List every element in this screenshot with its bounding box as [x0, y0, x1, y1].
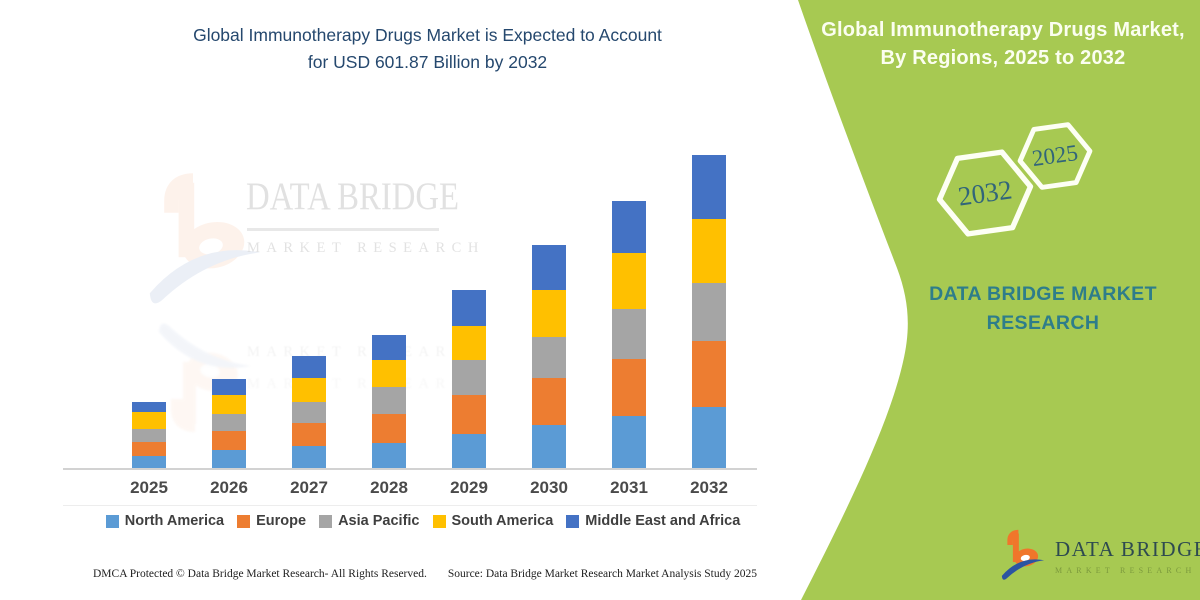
legend-item-europe: Europe	[237, 513, 306, 529]
legend-swatch-icon	[566, 514, 580, 528]
bar-segment-middle-east-and-africa	[692, 155, 726, 219]
legend-item-middle-east-and-africa: Middle East and Africa	[566, 513, 740, 529]
x-axis-label-2027: 2027	[290, 478, 328, 497]
x-axis-label-2028: 2028	[370, 478, 408, 497]
brand-text-line1: DATA BRIDGE MARKET	[929, 283, 1157, 305]
bar-segment-europe	[212, 431, 246, 450]
side-panel-heading-line1: Global Immunotherapy Drugs Market,	[821, 19, 1185, 41]
x-axis-label-2025: 2025	[130, 478, 168, 497]
legend-item-asia-pacific: Asia Pacific	[319, 513, 420, 529]
bar-segment-asia-pacific	[692, 282, 726, 341]
legend-label: Middle East and Africa	[585, 513, 741, 529]
bar-segment-north-america	[692, 406, 726, 468]
axis-subline	[63, 505, 757, 506]
data-bridge-logo-icon	[1000, 527, 1046, 587]
bar-segment-north-america	[372, 443, 406, 468]
legend-item-south-america: South America	[432, 513, 554, 529]
bar-segment-middle-east-and-africa	[532, 245, 566, 290]
bar-segment-north-america	[132, 456, 166, 468]
legend-swatch-icon	[432, 514, 446, 528]
brand-text: DATA BRIDGE MARKET RESEARCH	[898, 280, 1188, 338]
legend-item-north-america: North America	[105, 513, 225, 529]
bar-segment-europe	[612, 359, 646, 416]
bar-segment-europe	[692, 340, 726, 407]
side-panel-heading: Global Immunotherapy Drugs Market, By Re…	[812, 16, 1194, 72]
bar-2028	[372, 335, 406, 468]
bar-segment-north-america	[292, 446, 326, 468]
legend-swatch-icon	[105, 514, 119, 528]
bar-segment-europe	[132, 442, 166, 457]
bar-2029	[452, 290, 486, 468]
bar-segment-south-america	[132, 412, 166, 430]
hexagon-2025: 2025	[1012, 118, 1098, 194]
bar-segment-middle-east-and-africa	[372, 335, 406, 360]
bar-segment-asia-pacific	[292, 402, 326, 423]
legend-swatch-icon	[319, 514, 333, 528]
bar-segment-europe	[452, 395, 486, 434]
bar-segment-south-america	[212, 395, 246, 414]
bar-2027	[292, 356, 326, 468]
bar-segment-south-america	[612, 253, 646, 309]
bar-segment-south-america	[452, 326, 486, 360]
bar-segment-north-america	[452, 434, 486, 468]
bar-segment-south-america	[292, 378, 326, 402]
plot-area	[63, 152, 757, 470]
bar-segment-asia-pacific	[532, 337, 566, 378]
footer-source-text: Source: Data Bridge Market Research Mark…	[447, 568, 757, 580]
x-axis-label-2029: 2029	[450, 478, 488, 497]
legend-label: Europe	[256, 513, 307, 529]
bar-2032	[692, 155, 726, 468]
bar-segment-middle-east-and-africa	[452, 290, 486, 326]
bar-segment-asia-pacific	[132, 429, 166, 443]
footer-dmca-text: DMCA Protected © Data Bridge Market Rese…	[93, 568, 427, 580]
bar-segment-asia-pacific	[452, 360, 486, 395]
bar-2031	[612, 201, 646, 468]
logo-title: DATA BRIDGE	[1055, 537, 1200, 561]
bar-segment-middle-east-and-africa	[292, 356, 326, 378]
legend: North America Europe Asia Pacific South Ame…	[63, 513, 783, 529]
x-axis-label-2030: 2030	[530, 478, 568, 497]
bar-segment-north-america	[612, 416, 646, 468]
legend-swatch-icon	[237, 514, 251, 528]
chart-title-line1: Global Immunotherapy Drugs Market is Exp…	[193, 25, 662, 45]
x-axis-label-2026: 2026	[210, 478, 248, 497]
legend-label: South America	[451, 513, 554, 529]
brand-text-line2: RESEARCH	[986, 312, 1100, 334]
bar-2025	[132, 402, 166, 468]
footer: DMCA Protected © Data Bridge Market Rese…	[93, 568, 757, 580]
bar-segment-europe	[292, 423, 326, 446]
bar-segment-north-america	[532, 425, 566, 468]
bar-segment-asia-pacific	[612, 309, 646, 359]
logo-subtitle: MARKET RESEARCH	[1055, 566, 1196, 575]
chart-title: Global Immunotherapy Drugs Market is Exp…	[80, 22, 775, 76]
bar-segment-south-america	[692, 218, 726, 283]
hexagon-2025-label: 2025	[1030, 139, 1080, 172]
bar-segment-south-america	[532, 290, 566, 337]
bar-segment-middle-east-and-africa	[612, 201, 646, 253]
x-axis-labels: 2025 2026 2027 2028 2029 2030 2031 2032	[63, 478, 757, 500]
x-axis-label-2032: 2032	[690, 478, 728, 497]
bar-segment-south-america	[372, 360, 406, 387]
bar-segment-middle-east-and-africa	[132, 402, 166, 413]
legend-label: Asia Pacific	[338, 513, 420, 529]
legend-label: North America	[124, 513, 225, 529]
bar-segment-europe	[532, 378, 566, 425]
bar-segment-middle-east-and-africa	[212, 379, 246, 395]
bar-segment-asia-pacific	[212, 414, 246, 431]
bar-segment-europe	[372, 414, 406, 443]
side-panel-heading-line2: By Regions, 2025 to 2032	[880, 47, 1126, 69]
bar-segment-asia-pacific	[372, 387, 406, 414]
data-bridge-logo: DATA BRIDGE MARKET RESEARCH	[1000, 527, 1200, 587]
chart-title-line2: for USD 601.87 Billion by 2032	[307, 52, 548, 72]
bar-2030	[532, 245, 566, 468]
x-axis-label-2031: 2031	[610, 478, 648, 497]
bar-segment-north-america	[212, 450, 246, 468]
bar-2026	[212, 379, 246, 468]
